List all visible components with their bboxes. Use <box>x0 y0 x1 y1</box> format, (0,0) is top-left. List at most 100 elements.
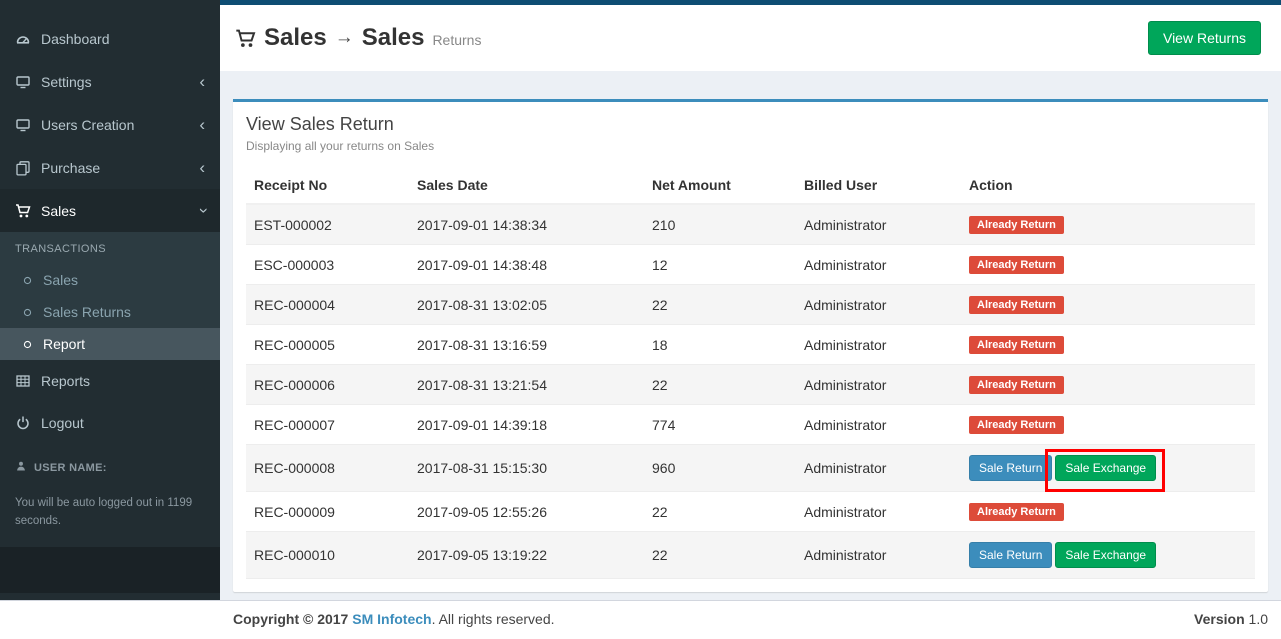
company-link[interactable]: SM Infotech <box>352 611 432 627</box>
sales-table-body: EST-000002 2017-09-01 14:38:34 210 Administ… <box>246 204 1255 579</box>
transactions-section-label: TRANSACTIONS <box>15 243 106 255</box>
action-cell: Already Return <box>961 364 1255 405</box>
table-row: REC-000009 2017-09-05 12:55:26 22 Administr… <box>246 491 1255 532</box>
already-return-badge: Already Return <box>969 216 1064 234</box>
billed-user-cell: Administrator <box>796 244 961 285</box>
sidebar-item-purchase[interactable]: Purchase ‹ <box>0 146 220 189</box>
sale-exchange-button[interactable]: Sale Exchange <box>1055 542 1157 568</box>
table-row: EST-000002 2017-09-01 14:38:34 210 Administ… <box>246 204 1255 245</box>
action-cell: Already Return <box>961 244 1255 285</box>
receipt-no-cell: REC-000005 <box>246 324 409 365</box>
already-return-badge: Already Return <box>969 336 1064 354</box>
monitor-icon <box>15 117 31 133</box>
net-amount-cell: 22 <box>644 364 796 405</box>
copyright-suffix: . All rights reserved. <box>431 611 555 627</box>
sidebar-item-settings[interactable]: Settings ‹ <box>0 60 220 103</box>
action-cell: Already Return <box>961 284 1255 325</box>
sidebar-item-reports[interactable]: Reports <box>0 360 220 402</box>
sidebar-item-sales[interactable]: Sales ‹ <box>0 189 220 232</box>
action-cell: Sale Return Sale Exchange <box>961 531 1255 579</box>
net-amount-cell: 210 <box>644 204 796 245</box>
already-return-badge: Already Return <box>969 376 1064 394</box>
version-value: 1.0 <box>1248 611 1268 627</box>
action-cell: Sale Return Sale Exchange <box>961 444 1255 492</box>
card-body: Receipt No Sales Date Net Amount Billed Use… <box>233 157 1268 592</box>
sales-submenu: TRANSACTIONS Sales Sales Returns Report <box>0 232 220 360</box>
page-title: Sales → Sales Returns <box>235 24 481 52</box>
sidebar-item-label: Sales <box>41 202 77 219</box>
sales-return-card: View Sales Return Displaying all your re… <box>233 99 1268 592</box>
net-amount-cell: 22 <box>644 284 796 325</box>
sidebar-bottom-block <box>0 546 220 593</box>
table-row: REC-000006 2017-08-31 13:21:54 22 Administr… <box>246 364 1255 405</box>
user-icon <box>15 460 27 475</box>
sidebar-item-label: Purchase <box>41 159 101 176</box>
top-accent-strip <box>220 0 1281 5</box>
user-panel: USER NAME: <box>0 444 220 479</box>
page-title-suffix: Returns <box>432 32 482 48</box>
sidebar-item-label: Users Creation <box>41 116 135 133</box>
view-returns-button[interactable]: View Returns <box>1147 21 1261 55</box>
content: View Sales Return Displaying all your re… <box>220 71 1281 607</box>
chevron-down-icon: ‹ <box>192 207 212 214</box>
billed-user-cell: Administrator <box>796 404 961 445</box>
sale-exchange-button[interactable]: Sale Exchange <box>1055 455 1157 481</box>
table-row: REC-000008 2017-08-31 15:15:30 960 Administ… <box>246 444 1255 492</box>
cart-icon <box>235 28 256 49</box>
chevron-left-icon: ‹ <box>199 158 205 177</box>
copyright-prefix: Copyright © 2017 <box>233 611 349 627</box>
submenu-item-sales-returns[interactable]: Sales Returns <box>0 296 220 328</box>
cart-icon <box>15 203 31 219</box>
sales-date-cell: 2017-08-31 13:21:54 <box>409 364 644 405</box>
circle-icon <box>21 338 34 351</box>
column-header-receipt-no: Receipt No <box>246 167 409 205</box>
arrow-right-icon: → <box>334 27 354 48</box>
table-row: REC-000010 2017-09-05 13:19:22 22 Administr… <box>246 531 1255 579</box>
net-amount-cell: 22 <box>644 491 796 532</box>
submenu-item-report[interactable]: Report <box>0 328 220 360</box>
action-cell: Already Return <box>961 404 1255 445</box>
auto-logout-notice: You will be auto logged out in 1199 seco… <box>15 497 193 527</box>
copy-icon <box>15 160 31 176</box>
chevron-left-icon: ‹ <box>199 115 205 134</box>
footer: Version 1.0 Copyright © 2017 SM Infotech… <box>0 600 1281 639</box>
billed-user-cell: Administrator <box>796 324 961 365</box>
column-header-action: Action <box>961 167 1255 205</box>
already-return-badge: Already Return <box>969 256 1064 274</box>
page-title-primary: Sales <box>264 24 327 51</box>
table-icon <box>15 373 31 389</box>
net-amount-cell: 774 <box>644 404 796 445</box>
already-return-badge: Already Return <box>969 503 1064 521</box>
sales-date-cell: 2017-08-31 15:15:30 <box>409 444 644 492</box>
submenu-item-sales[interactable]: Sales <box>0 264 220 296</box>
version-text: Version 1.0 <box>1194 611 1268 627</box>
action-cell: Already Return <box>961 491 1255 532</box>
sidebar-item-logout[interactable]: Logout <box>0 402 220 444</box>
circle-icon <box>21 306 34 319</box>
card-title: View Sales Return <box>246 114 394 134</box>
receipt-no-cell: EST-000002 <box>246 204 409 245</box>
table-row: ESC-000003 2017-09-01 14:38:48 12 Administr… <box>246 244 1255 285</box>
power-icon <box>15 415 31 431</box>
sales-date-cell: 2017-09-01 14:38:34 <box>409 204 644 245</box>
sidebar-item-label: Settings <box>41 73 92 90</box>
card-header: View Sales Return Displaying all your re… <box>233 102 1268 157</box>
chevron-left-icon: ‹ <box>199 72 205 91</box>
sidebar-item-dashboard[interactable]: Dashboard <box>0 18 220 60</box>
card-subtitle: Displaying all your returns on Sales <box>246 139 435 153</box>
sidebar-item-users-creation[interactable]: Users Creation ‹ <box>0 103 220 146</box>
billed-user-cell: Administrator <box>796 364 961 405</box>
submenu-item-label: Sales <box>43 272 79 288</box>
billed-user-cell: Administrator <box>796 491 961 532</box>
receipt-no-cell: REC-000010 <box>246 531 409 579</box>
already-return-badge: Already Return <box>969 296 1064 314</box>
receipt-no-cell: REC-000006 <box>246 364 409 405</box>
submenu-item-label: Sales Returns <box>43 304 131 320</box>
sales-date-cell: 2017-08-31 13:16:59 <box>409 324 644 365</box>
sales-returns-table: Receipt No Sales Date Net Amount Billed Use… <box>246 167 1255 579</box>
sale-return-button[interactable]: Sale Return <box>969 542 1053 568</box>
sale-return-button[interactable]: Sale Return <box>969 455 1053 481</box>
content-header: Sales → Sales Returns View Returns <box>220 5 1281 71</box>
sidebar-item-label: Reports <box>41 373 91 389</box>
billed-user-cell: Administrator <box>796 284 961 325</box>
